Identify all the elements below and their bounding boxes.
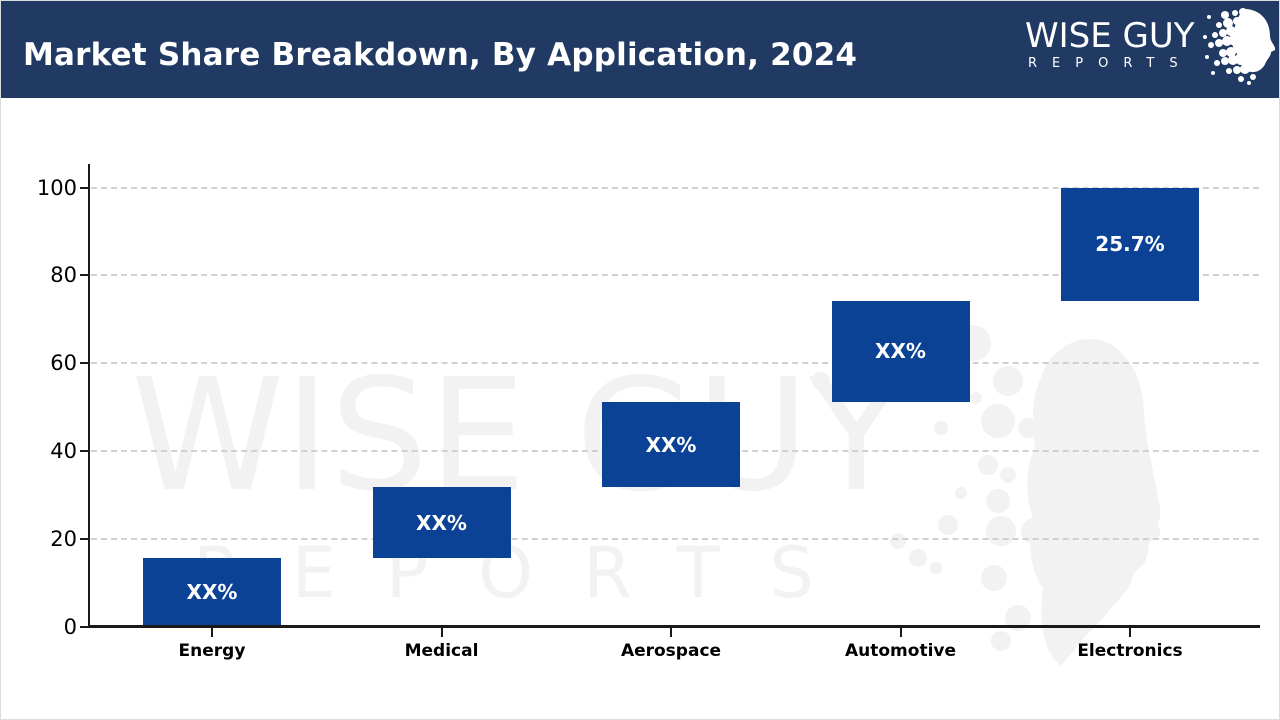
logo-subtext: REPORTS: [1028, 55, 1193, 71]
bar-automotive: XX%: [831, 300, 970, 403]
x-tick-label-medical: Medical: [404, 641, 479, 661]
gridline-60: [91, 362, 1259, 365]
x-tick-label-automotive: Automotive: [844, 641, 957, 661]
bar-value-label-automotive: XX%: [875, 339, 926, 364]
y-tick-label-0: 0: [63, 615, 77, 639]
bar-medical: XX%: [372, 487, 511, 558]
y-tick-40: [80, 450, 89, 453]
header-bar: Market Share Breakdown, By Application, …: [1, 1, 1279, 98]
logo-text: WISE GUY REPORTS: [1025, 16, 1195, 71]
bar-value-label-energy: XX%: [186, 580, 238, 605]
gridline-20: [91, 538, 1259, 541]
bar-value-label-aerospace: XX%: [645, 432, 697, 457]
y-tick-20: [80, 538, 89, 541]
y-tick-label-20: 20: [50, 527, 77, 552]
bar-electronics: 25.7%: [1061, 187, 1199, 301]
wiseguy-logo: WISE GUY REPORTS: [1011, 5, 1279, 95]
gridline-100: [91, 186, 1259, 189]
x-axis-spine: [88, 625, 1260, 628]
y-tick-label-80: 80: [50, 263, 77, 288]
y-tick-label-40: 40: [50, 439, 77, 464]
x-tick-medical: [440, 628, 443, 637]
x-tick-label-aerospace: Aerospace: [620, 641, 722, 661]
bar-value-label-electronics: 25.7%: [1095, 232, 1165, 257]
bar-aerospace: XX%: [602, 402, 740, 488]
chart-title: Market Share Breakdown, By Application, …: [23, 37, 858, 73]
y-tick-label-100: 100: [36, 175, 77, 200]
x-tick-label-electronics: Electronics: [1077, 641, 1183, 661]
bar-value-label-medical: XX%: [416, 510, 467, 535]
x-tick-energy: [211, 628, 213, 637]
y-tick-60: [80, 362, 89, 365]
bar-energy: XX%: [143, 558, 281, 627]
wiseguy-head-icon: [1203, 8, 1276, 85]
x-tick-automotive: [899, 628, 902, 637]
x-tick-aerospace: [670, 628, 672, 637]
logo-wordmark: WISE GUY: [1025, 16, 1195, 56]
gridline-80: [91, 274, 1259, 277]
y-tick-80: [80, 274, 89, 277]
x-tick-electronics: [1129, 628, 1131, 637]
y-tick-0: [80, 626, 89, 628]
y-tick-label-60: 60: [50, 351, 77, 376]
x-tick-label-energy: Energy: [178, 641, 246, 661]
y-axis-spine: [88, 164, 90, 628]
y-tick-100: [80, 186, 89, 189]
